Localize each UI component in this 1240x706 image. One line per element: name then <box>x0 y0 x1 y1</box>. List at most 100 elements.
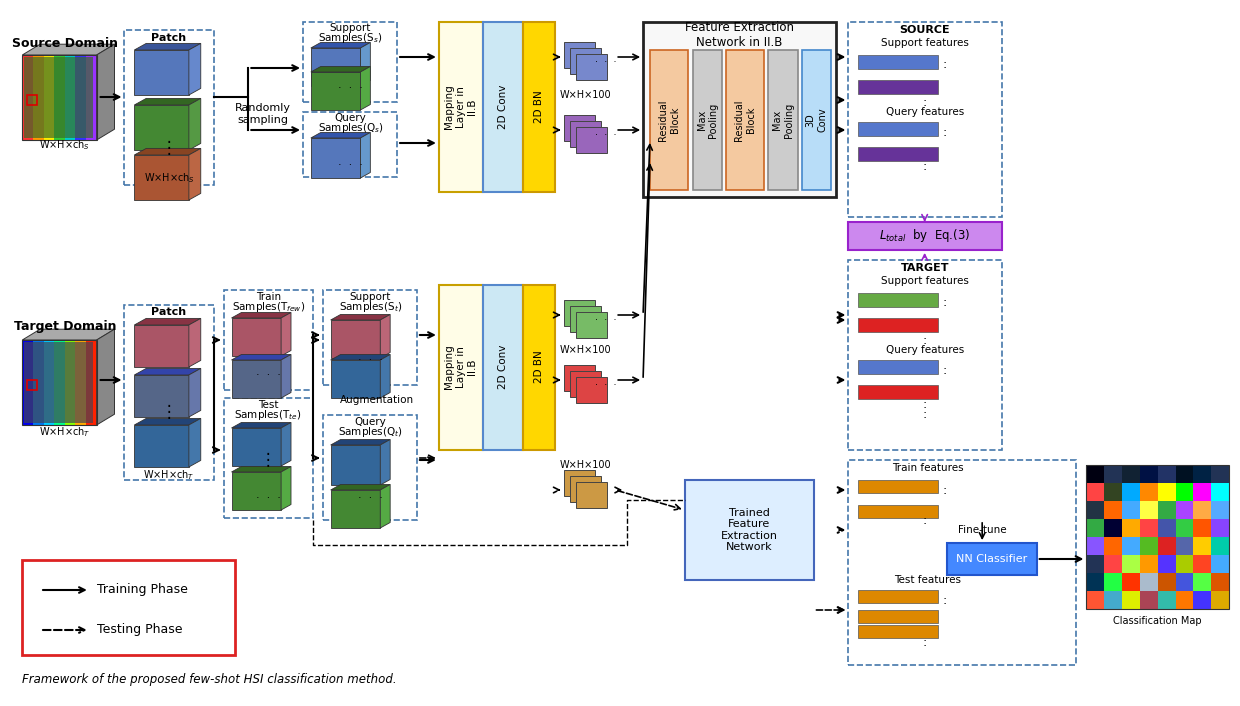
Bar <box>134 105 188 150</box>
Bar <box>1086 591 1104 609</box>
Bar <box>858 147 937 161</box>
Bar <box>322 290 417 385</box>
Text: ⋮: ⋮ <box>260 451 277 469</box>
Bar <box>575 127 608 153</box>
Bar <box>1158 465 1176 483</box>
Bar <box>64 55 76 140</box>
Bar <box>575 377 608 403</box>
Bar <box>1211 555 1229 573</box>
Polygon shape <box>381 314 391 358</box>
Bar <box>684 480 813 580</box>
Bar <box>64 340 76 425</box>
Bar <box>43 340 55 425</box>
Text: ·  ·  ·: · · · <box>595 57 618 67</box>
Bar <box>858 293 937 307</box>
Bar <box>848 460 1076 665</box>
Text: :: : <box>942 364 946 376</box>
Bar <box>22 560 236 655</box>
Polygon shape <box>188 98 201 150</box>
Bar <box>1211 519 1229 537</box>
Bar <box>232 428 281 466</box>
Polygon shape <box>381 440 391 485</box>
Bar <box>1140 573 1158 591</box>
Bar <box>134 50 188 95</box>
Bar <box>311 138 361 178</box>
Bar <box>693 50 723 190</box>
Bar <box>947 543 1037 575</box>
Bar <box>1158 591 1176 609</box>
Bar <box>223 290 312 390</box>
Bar <box>858 385 937 399</box>
Bar <box>569 121 601 147</box>
Bar <box>134 155 188 200</box>
Bar <box>858 55 937 69</box>
Bar <box>303 22 397 102</box>
Polygon shape <box>97 329 114 425</box>
Bar <box>76 55 86 140</box>
Polygon shape <box>281 313 291 356</box>
Bar <box>232 472 281 510</box>
Bar <box>124 30 213 185</box>
Bar <box>439 285 484 450</box>
Text: Query features: Query features <box>885 345 963 355</box>
Text: ⋮: ⋮ <box>161 139 177 157</box>
Polygon shape <box>381 354 391 398</box>
Text: Samples(Q$_t$): Samples(Q$_t$) <box>337 425 403 439</box>
Bar <box>76 340 86 425</box>
Bar <box>22 340 97 425</box>
Bar <box>1122 537 1140 555</box>
Bar <box>22 340 33 425</box>
Text: Test features: Test features <box>894 575 961 585</box>
Text: Train: Train <box>255 292 280 302</box>
Bar <box>848 260 1002 450</box>
Bar <box>1122 555 1140 573</box>
Bar <box>1158 537 1176 555</box>
Bar <box>1086 465 1229 609</box>
Bar <box>727 50 764 190</box>
Polygon shape <box>281 467 291 510</box>
Bar <box>1193 591 1211 609</box>
Bar <box>303 112 397 177</box>
Polygon shape <box>97 44 114 140</box>
Bar <box>33 340 43 425</box>
Text: ·  ·  ·: · · · <box>595 315 618 325</box>
Bar <box>1193 501 1211 519</box>
Bar <box>232 360 281 398</box>
Polygon shape <box>134 98 201 105</box>
Bar <box>25 57 93 138</box>
Text: Query: Query <box>335 113 366 123</box>
Text: Target Domain: Target Domain <box>14 320 117 333</box>
Text: Samples(Q$_s$): Samples(Q$_s$) <box>317 121 383 135</box>
Text: Mapping
Layer in
II.B: Mapping Layer in II.B <box>444 85 477 129</box>
Text: Query features: Query features <box>885 107 963 117</box>
Text: :: : <box>923 513 926 527</box>
Bar <box>439 22 484 192</box>
Text: Samples(S$_t$): Samples(S$_t$) <box>339 300 402 314</box>
Bar <box>1158 483 1176 501</box>
Text: Fine-tune: Fine-tune <box>957 525 1007 535</box>
Bar <box>858 122 937 136</box>
Text: :: : <box>942 594 946 606</box>
Bar <box>564 115 595 141</box>
Text: W×H×100: W×H×100 <box>559 460 611 470</box>
Polygon shape <box>232 467 291 472</box>
Text: W×H×ch$_S$: W×H×ch$_S$ <box>144 171 195 185</box>
Bar <box>650 50 688 190</box>
Text: Training Phase: Training Phase <box>97 583 187 597</box>
Text: Randomly: Randomly <box>236 103 291 113</box>
Polygon shape <box>22 44 114 55</box>
Bar <box>858 480 937 493</box>
Text: Max
Pooling: Max Pooling <box>773 102 794 138</box>
Bar <box>55 55 64 140</box>
Bar <box>33 55 43 140</box>
Text: 2D Conv: 2D Conv <box>498 345 508 389</box>
Bar <box>575 312 608 338</box>
Bar <box>124 305 213 480</box>
Text: 3D
Conv: 3D Conv <box>806 108 827 132</box>
Bar <box>1193 519 1211 537</box>
Text: :: : <box>923 398 926 412</box>
Bar <box>331 360 381 398</box>
Polygon shape <box>134 369 201 375</box>
Bar <box>523 285 554 450</box>
Bar <box>1158 501 1176 519</box>
